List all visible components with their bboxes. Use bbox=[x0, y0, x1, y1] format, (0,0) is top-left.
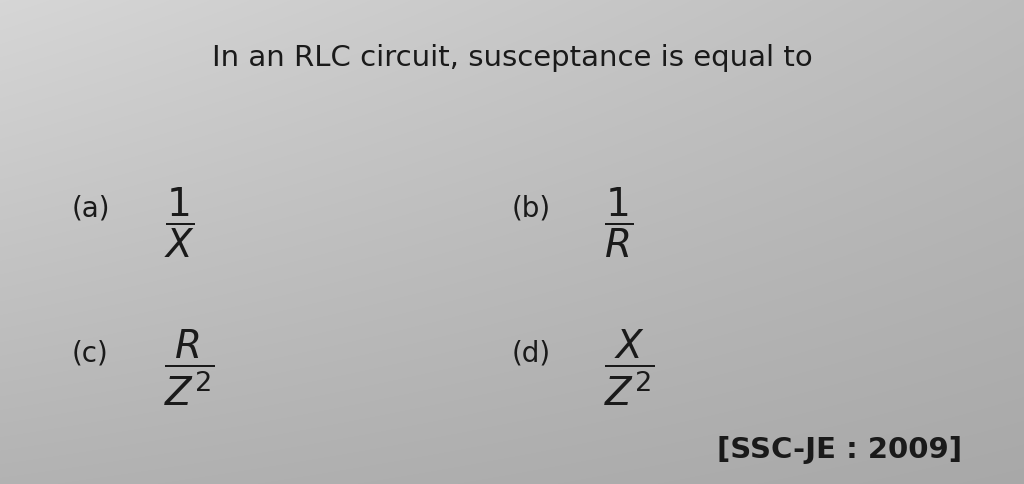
Text: (c): (c) bbox=[72, 339, 109, 367]
Text: $\dfrac{R}{Z^{2}}$: $\dfrac{R}{Z^{2}}$ bbox=[164, 327, 215, 408]
Text: [SSC-JE : 2009]: [SSC-JE : 2009] bbox=[717, 436, 963, 464]
Text: (b): (b) bbox=[512, 194, 551, 222]
Text: In an RLC circuit, susceptance is equal to: In an RLC circuit, susceptance is equal … bbox=[212, 44, 812, 72]
Text: (d): (d) bbox=[512, 339, 551, 367]
Text: (a): (a) bbox=[72, 194, 111, 222]
Text: $\dfrac{1}{R}$: $\dfrac{1}{R}$ bbox=[604, 185, 633, 260]
Text: $\dfrac{X}{Z^{2}}$: $\dfrac{X}{Z^{2}}$ bbox=[604, 327, 655, 408]
Text: $\dfrac{1}{X}$: $\dfrac{1}{X}$ bbox=[164, 185, 195, 260]
